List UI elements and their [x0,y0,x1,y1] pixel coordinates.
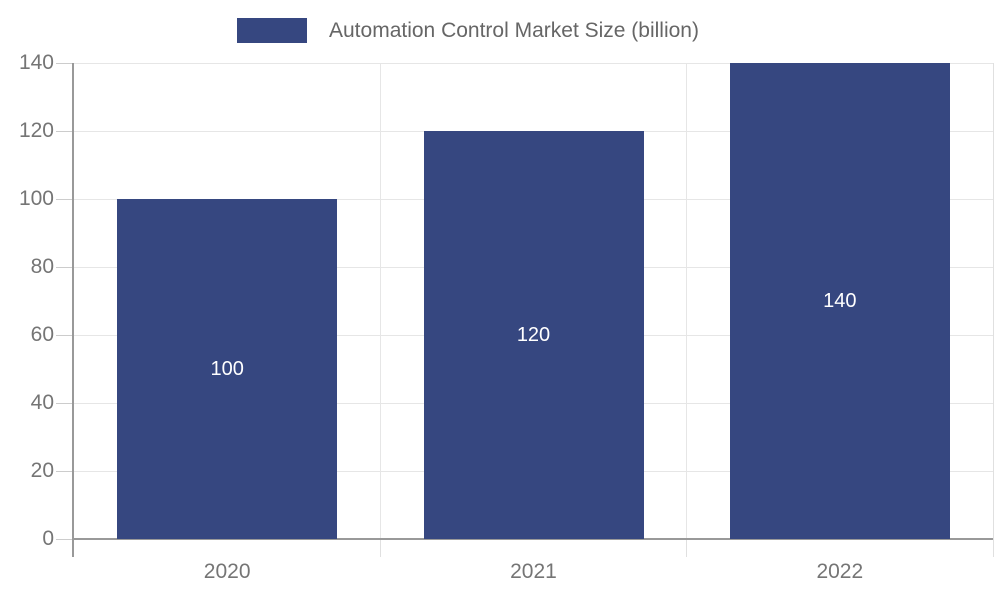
y-tick [56,334,74,336]
y-tick [56,62,74,64]
x-boundary-tick [686,539,688,557]
y-tick-label: 120 [18,119,54,142]
y-tick-label: 60 [30,323,54,346]
x-category-label: 2021 [510,560,557,583]
y-tick [56,402,74,404]
y-tick [56,470,74,472]
y-tick-label: 40 [30,391,54,414]
legend: Automation Control Market Size (billion) [237,18,699,43]
x-gridline [686,63,688,539]
y-gridline [74,62,993,64]
y-tick-label: 140 [18,51,54,74]
plot-right-border [993,63,994,557]
bar-value-label: 120 [516,324,551,346]
bar [423,131,644,539]
x-axis-line [72,538,993,540]
y-axis-line [72,63,74,557]
y-tick [56,266,74,268]
y-tick-label: 80 [30,255,54,278]
y-tick [56,198,74,200]
legend-swatch [237,18,307,43]
y-tick [56,130,74,132]
bar [117,199,338,539]
bar [729,63,950,539]
y-tick-label: 100 [18,187,54,210]
bar-value-label: 140 [823,290,857,312]
legend-label: Automation Control Market Size (billion) [329,18,699,42]
x-category-label: 2022 [816,560,864,583]
x-gridline [379,63,381,539]
x-boundary-tick [379,539,381,557]
y-tick-label: 0 [42,527,54,550]
y-tick-label: 20 [30,459,54,482]
y-tick [56,538,74,540]
bar-value-label: 100 [210,358,244,380]
x-category-label: 2020 [203,560,251,583]
